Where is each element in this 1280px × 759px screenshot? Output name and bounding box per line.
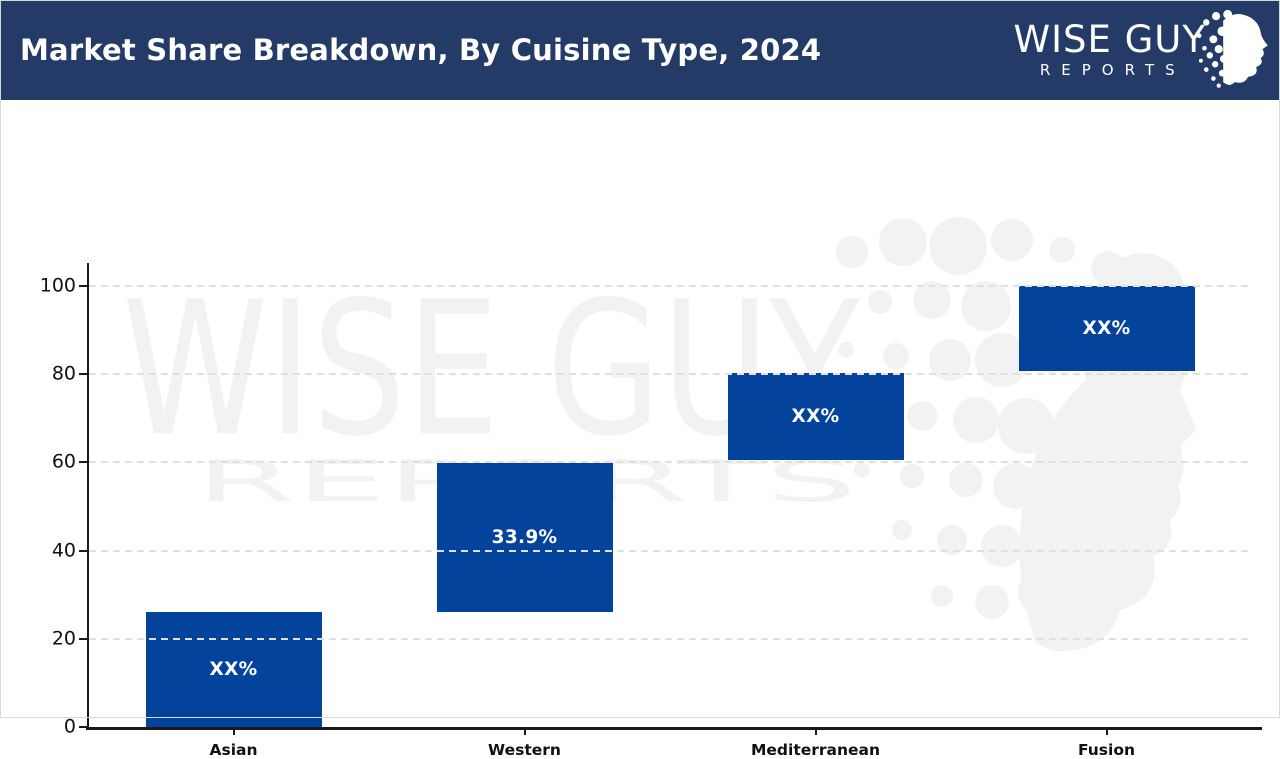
y-tick-label: 100 — [39, 274, 76, 297]
x-tick — [1105, 730, 1108, 735]
x-tick — [523, 730, 526, 735]
y-tick-label: 0 — [63, 715, 76, 738]
x-tick — [232, 730, 235, 735]
y-tick — [79, 373, 87, 376]
gridline-20 — [89, 637, 1252, 640]
bar-value-label: XX% — [209, 659, 258, 681]
gridline-80 — [89, 373, 1252, 376]
x-axis-spine — [86, 727, 1262, 730]
header: Market Share Breakdown, By Cuisine Type,… — [0, 0, 1280, 100]
bar-mediterranean: XX% — [727, 372, 904, 461]
y-tick-label: 40 — [51, 539, 76, 562]
bar-fusion: XX% — [1018, 286, 1195, 372]
logo-wordmark-line2: REPORTS — [1039, 60, 1186, 79]
gridline-100 — [89, 285, 1252, 287]
bar-value-label: XX% — [1082, 318, 1131, 340]
dotted-head-icon — [1196, 9, 1268, 88]
page-title: Market Share Breakdown, By Cuisine Type,… — [20, 33, 822, 67]
y-tick — [79, 549, 87, 552]
y-tick — [79, 637, 87, 640]
gridline-60 — [89, 461, 1252, 464]
x-tick — [814, 730, 817, 735]
y-tick — [79, 461, 87, 464]
brand-logo: WISE GUY REPORTS — [1014, 2, 1274, 98]
category-label-fusion: Fusion — [1077, 741, 1136, 759]
y-tick-label: 60 — [51, 450, 76, 473]
y-tick — [79, 726, 87, 728]
logo-wordmark-line1: WISE GUY — [1013, 18, 1206, 62]
chart-plot: XX% Asian 33.9% Western XX% Mediterranean XX% F… — [0, 100, 1280, 759]
bar-western: 33.9% — [436, 462, 613, 613]
logo-wordmark: WISE GUY REPORTS — [1013, 18, 1206, 79]
y-axis-spine — [87, 263, 89, 729]
category-label-asian: Asian — [209, 741, 258, 759]
bar-asian: XX% — [145, 612, 322, 727]
bar-value-label: 33.9% — [491, 527, 558, 549]
y-tick — [79, 285, 87, 287]
bar-value-label: XX% — [791, 406, 840, 428]
y-tick-label: 80 — [51, 362, 76, 385]
category-label-mediterranean: Mediterranean — [750, 741, 881, 759]
gridline-40 — [89, 549, 1252, 552]
y-tick-label: 20 — [51, 627, 76, 650]
category-label-western: Western — [488, 741, 561, 759]
